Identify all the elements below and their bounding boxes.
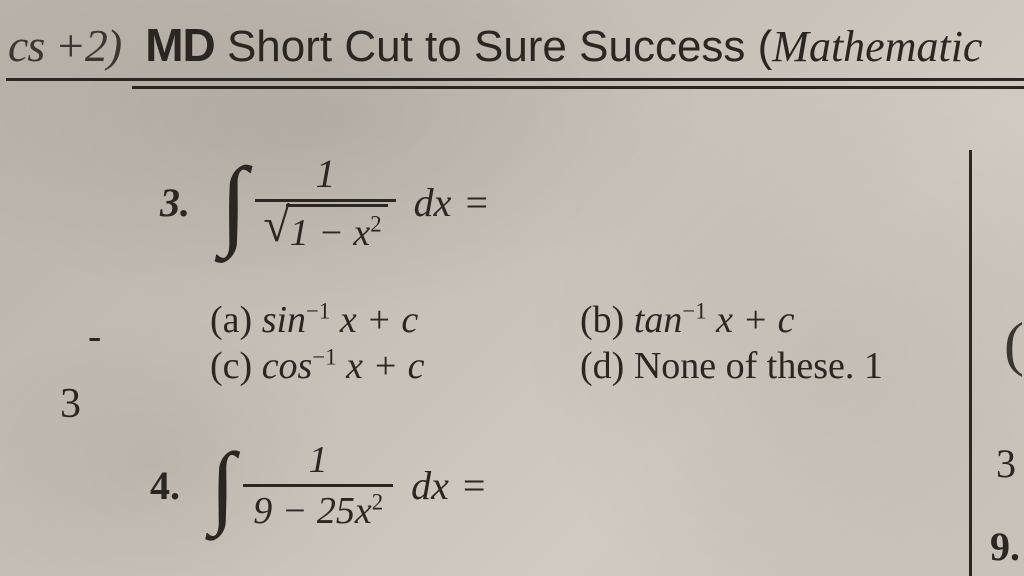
question-4: 4. ∫ 1 9 − 25x2 dx = xyxy=(150,438,485,533)
page-header: cs +2) MD Short Cut to Sure Success (Mat… xyxy=(0,18,1024,72)
option-c-func: cos xyxy=(262,345,313,387)
den-expr: 9 − 25x xyxy=(253,490,372,532)
question-3-number: 3. xyxy=(160,179,190,226)
numerator-2: 1 xyxy=(301,438,336,484)
equals-sign-2: = xyxy=(463,462,486,509)
numerator: 1 xyxy=(308,150,344,199)
option-d-label: (d) xyxy=(580,345,624,387)
book-brand: MD xyxy=(145,19,215,71)
option-row-1: (a) sin−1 x + c (b) tan−1 x + c xyxy=(210,298,950,342)
fraction-2: 1 9 − 25x2 xyxy=(243,438,393,533)
fraction: 1 √ 1 − x2 xyxy=(255,150,395,255)
book-title-subject: Mathematic xyxy=(772,22,982,71)
question-4-number: 4. xyxy=(150,462,180,509)
exponent-2: 2 xyxy=(372,489,383,514)
exponent: 2 xyxy=(370,211,381,236)
question-4-integral: ∫ 1 9 − 25x2 dx = xyxy=(210,438,485,533)
question-3-integral: ∫ 1 √ 1 − x2 dx = xyxy=(220,150,488,255)
book-title-rest: Short Cut to Sure Success ( xyxy=(215,22,773,71)
book-title: MD Short Cut to Sure Success (Mathematic xyxy=(145,18,982,72)
option-a-sup: −1 xyxy=(306,298,330,323)
margin-3: 3 xyxy=(60,380,81,428)
differential-2: dx xyxy=(411,462,449,509)
right-paren-fragment: ( xyxy=(1004,310,1024,379)
option-c-label: (c) xyxy=(210,345,252,387)
sqrt-body: 1 − x2 xyxy=(286,204,388,255)
option-b-label: (b) xyxy=(580,299,624,341)
differential: dx xyxy=(414,179,452,226)
question-3: 3. ∫ 1 √ 1 − x2 dx = xyxy=(160,150,488,255)
option-row-2: (c) cos−1 x + c (d) None of these. 1 xyxy=(210,344,950,388)
option-a-func: sin xyxy=(262,299,306,341)
option-a-label: (a) xyxy=(210,299,252,341)
right-margin-9: 9. xyxy=(990,523,1020,570)
header-left-tag: cs +2) xyxy=(8,19,121,72)
integral-sign-2: ∫ xyxy=(210,449,235,523)
question-3-options: (a) sin−1 x + c (b) tan−1 x + c (c) cos−… xyxy=(210,298,950,390)
option-c-suffix: x + c xyxy=(337,345,425,387)
option-a: (a) sin−1 x + c xyxy=(210,298,580,342)
option-b: (b) tan−1 x + c xyxy=(580,298,950,342)
option-a-suffix: x + c xyxy=(330,299,418,341)
option-b-suffix: x + c xyxy=(707,299,795,341)
sqrt: √ 1 − x2 xyxy=(263,204,387,255)
option-b-sup: −1 xyxy=(682,298,706,323)
option-b-func: tan xyxy=(634,299,683,341)
denominator-2: 9 − 25x2 xyxy=(243,487,393,533)
margin-dash: - xyxy=(88,312,101,359)
option-d-text: None of these. 1 xyxy=(624,345,883,387)
denominator: √ 1 − x2 xyxy=(255,202,395,255)
right-margin-3: 3 xyxy=(996,440,1016,487)
option-c-sup: −1 xyxy=(312,344,336,369)
option-d: (d) None of these. 1 xyxy=(580,344,950,388)
equals-sign: = xyxy=(465,179,488,226)
header-rule-1 xyxy=(6,78,1024,81)
option-c: (c) cos−1 x + c xyxy=(210,344,580,388)
integral-sign: ∫ xyxy=(220,163,247,243)
column-divider xyxy=(969,150,972,576)
sqrt-sign: √ xyxy=(263,202,289,253)
sqrt-expr: 1 − x xyxy=(290,212,371,254)
header-rule-2 xyxy=(132,86,1024,89)
